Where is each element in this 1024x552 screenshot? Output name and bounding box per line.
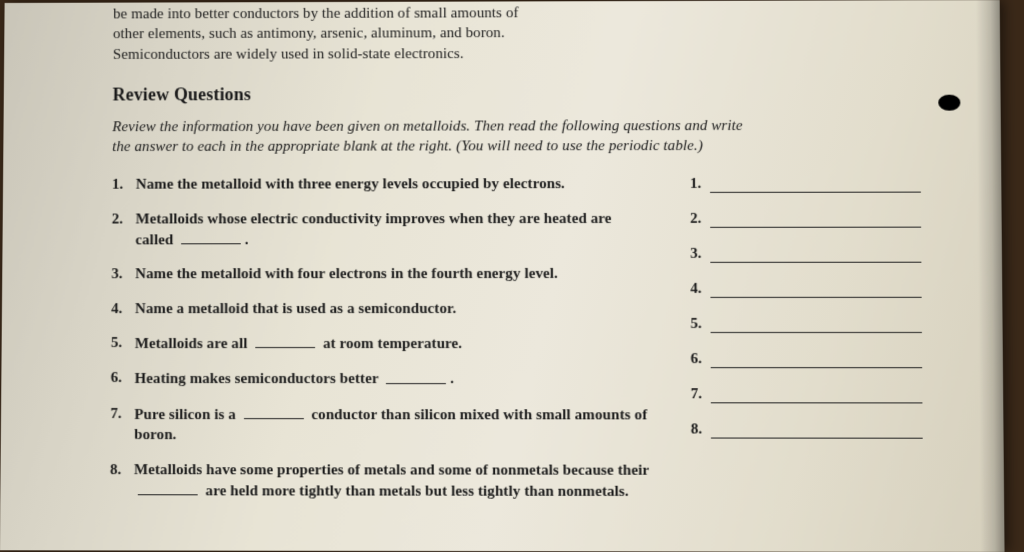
instructions-line: Review the information you have been giv… — [112, 115, 920, 137]
intro-line: other elements, such as antimony, arseni… — [113, 22, 920, 44]
answer-number: 4. — [690, 281, 710, 298]
answer-number: 7. — [691, 386, 711, 403]
answers-column: 1. 2. 3. 4. 5. 6. 7. 8. — [690, 174, 923, 517]
answer-number: 8. — [691, 422, 711, 439]
answer-number: 3. — [690, 246, 710, 263]
inline-blank — [138, 480, 198, 495]
hole-punch-dot — [938, 95, 960, 111]
questions-column: 1.Name the metalloid with three energy l… — [110, 174, 651, 516]
inline-blank — [181, 229, 241, 244]
answer-number: 6. — [691, 351, 711, 368]
answer-row: 7. — [691, 384, 923, 403]
question-row: 4.Name a metalloid that is used as a sem… — [111, 298, 650, 318]
content-columns: 1.Name the metalloid with three energy l… — [110, 174, 924, 517]
question-row: 5.Metalloids are all at room temperature… — [111, 333, 651, 355]
question-number: 8. — [110, 460, 134, 502]
inline-blank — [244, 404, 304, 419]
page-edge-shadow — [976, 0, 1005, 552]
question-text: Name the metalloid with three energy lev… — [136, 174, 650, 195]
intro-line: be made into better conductors by the ad… — [113, 2, 920, 24]
question-text: Heating makes semiconductors better . — [134, 368, 650, 390]
intro-paragraph: be made into better conductors by the ad… — [113, 0, 920, 64]
section-title: Review Questions — [113, 83, 921, 106]
question-row: 7.Pure silicon is a conductor than silic… — [110, 404, 650, 446]
question-text: Metalloids whose electric conductivity i… — [135, 208, 650, 250]
worksheet-page: be made into better conductors by the ad… — [0, 0, 1005, 552]
inline-blank — [255, 333, 315, 348]
answer-row: 5. — [690, 314, 921, 333]
question-number: 3. — [111, 265, 135, 285]
instructions-line: the answer to each in the appropriate bl… — [112, 136, 920, 158]
answer-blank-line — [711, 388, 923, 403]
answer-blank-line — [711, 424, 923, 439]
answer-blank-line — [710, 248, 921, 263]
question-number: 5. — [111, 333, 135, 354]
question-number: 6. — [111, 368, 135, 390]
question-row: 2.Metalloids whose electric conductivity… — [112, 208, 651, 250]
question-number: 7. — [110, 404, 134, 446]
question-number: 4. — [111, 299, 135, 319]
answer-row: 1. — [690, 174, 921, 193]
answer-blank-line — [711, 353, 923, 368]
question-text: Metalloids have some properties of metal… — [134, 460, 651, 503]
answer-number: 2. — [690, 211, 710, 228]
answer-blank-line — [710, 213, 921, 228]
answer-blank-line — [710, 178, 921, 193]
intro-line: Semiconductors are widely used in solid-… — [113, 42, 920, 64]
question-text: Pure silicon is a conductor than silicon… — [134, 404, 650, 446]
answer-row: 2. — [690, 209, 921, 228]
question-row: 1.Name the metalloid with three energy l… — [112, 174, 650, 195]
question-text: Metalloids are all at room temperature. — [135, 333, 651, 355]
inline-blank — [386, 368, 446, 383]
answer-number: 1. — [690, 176, 710, 193]
question-text: Name a metalloid that is used as a semic… — [135, 298, 650, 318]
answer-row: 3. — [690, 244, 921, 263]
question-row: 8.Metalloids have some properties of met… — [110, 460, 651, 503]
answer-blank-line — [710, 283, 921, 298]
question-number: 2. — [112, 209, 136, 251]
answer-blank-line — [711, 318, 922, 333]
question-text: Name the metalloid with four electrons i… — [135, 264, 650, 285]
question-row: 6.Heating makes semiconductors better . — [111, 368, 651, 390]
answer-row: 4. — [690, 279, 921, 298]
answer-row: 8. — [691, 420, 923, 439]
instructions: Review the information you have been giv… — [112, 115, 920, 157]
question-row: 3.Name the metalloid with four electrons… — [111, 264, 650, 285]
answer-number: 5. — [690, 316, 710, 333]
answer-row: 6. — [691, 349, 923, 368]
question-number: 1. — [112, 175, 136, 195]
